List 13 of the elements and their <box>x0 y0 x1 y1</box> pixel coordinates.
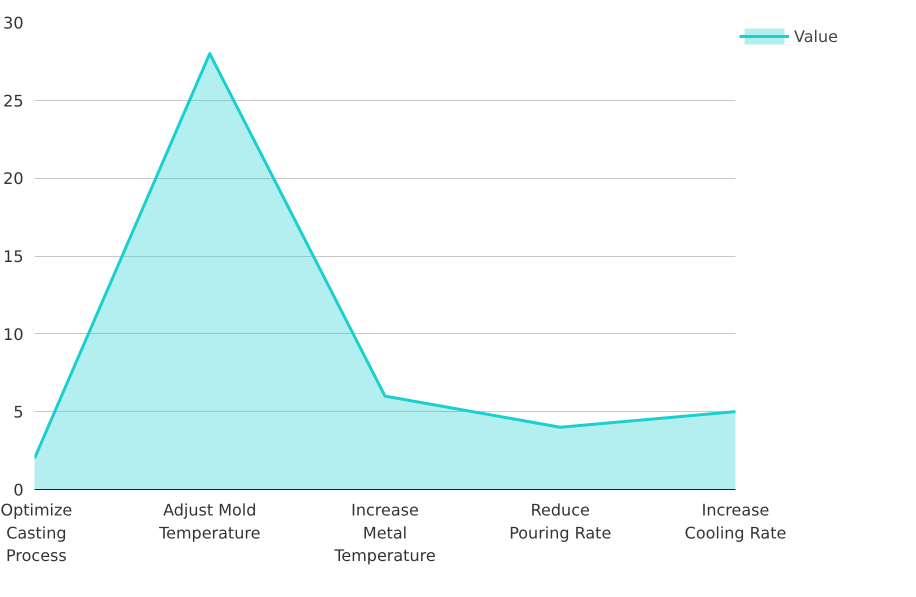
y-tick-label: 30 <box>3 14 24 32</box>
x-tick-label: Reduce Pouring Rate <box>509 500 612 542</box>
x-tick-label: Increase Metal Temperature <box>333 500 436 566</box>
x-tick-label: Adjust Mold Temperature <box>158 500 260 542</box>
y-tick-label: 15 <box>3 247 24 266</box>
y-tick-label: 5 <box>13 402 24 422</box>
x-tick-label: Optimize Casting Process <box>0 500 72 566</box>
x-tick-label: Increase Cooling Rate <box>684 500 786 542</box>
y-tick-label: 0 <box>13 480 24 500</box>
y-tick-label: 25 <box>3 91 24 110</box>
y-tick-label: 10 <box>3 324 24 344</box>
legend-label: Value <box>794 26 838 46</box>
y-tick-label: 20 <box>3 169 24 188</box>
